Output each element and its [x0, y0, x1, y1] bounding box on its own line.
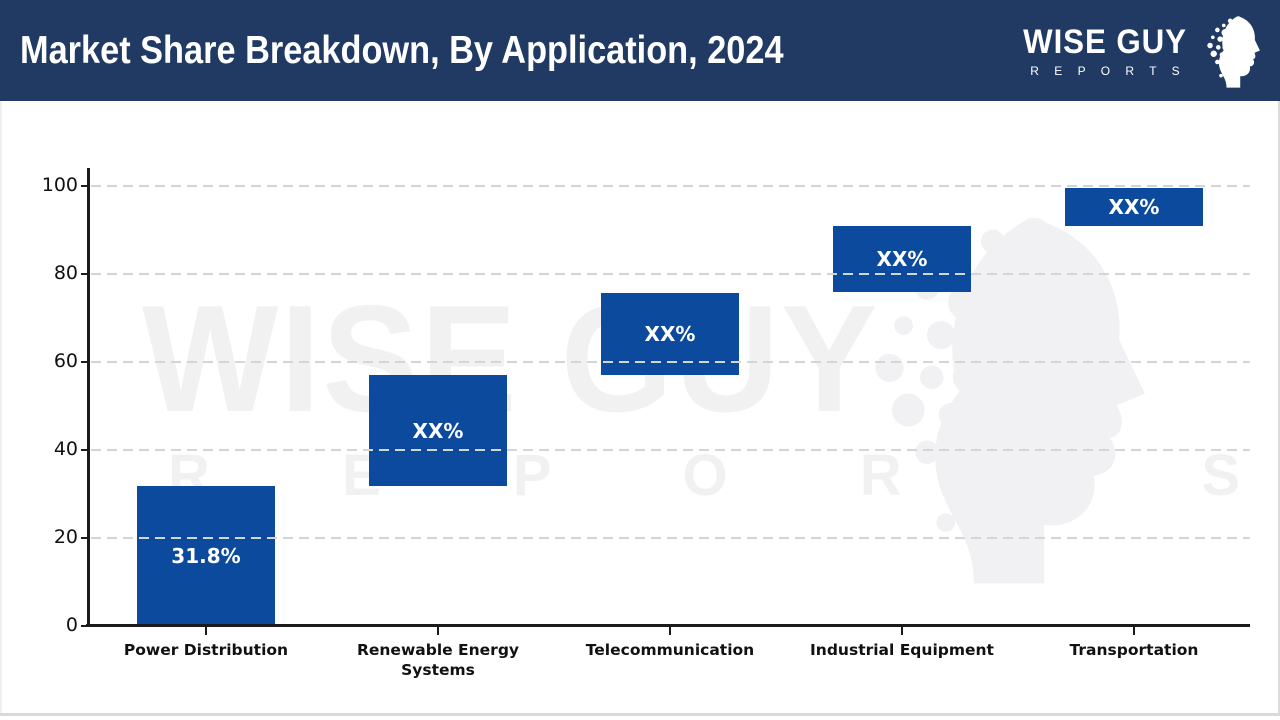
x-tick-transportation: [1133, 627, 1135, 635]
bar-value-label-transportation: XX%: [1108, 194, 1160, 219]
bar-value-label-renewable-energy-systems: XX%: [412, 418, 464, 443]
y-tick-40: [81, 449, 90, 451]
brand-wordmark: WISE GUY R E P O R T S: [1016, 23, 1194, 78]
content-frame: [0, 101, 1280, 713]
y-tick-80: [81, 273, 90, 275]
bar-value-label-power-distribution: 31.8%: [171, 544, 241, 569]
y-tick-label-60: 60: [53, 350, 78, 372]
bottom-divider: [0, 713, 1280, 716]
x-category-label-industrial-equipment: Industrial Equipment: [810, 641, 994, 659]
x-tick-renewable-energy-systems: [437, 627, 439, 635]
y-tick-label-80: 80: [53, 262, 78, 284]
y-tick-label-0: 0: [65, 614, 78, 636]
brand-subtitle: R E P O R T S: [1030, 64, 1186, 78]
brand-face-icon: [1207, 15, 1260, 88]
bar-value-label-telecommunication: XX%: [644, 322, 696, 347]
y-tick-label-40: 40: [53, 438, 78, 460]
x-tick-telecommunication: [669, 627, 671, 635]
gridline-100: [91, 185, 1250, 187]
x-category-label-power-distribution: Power Distribution: [123, 641, 289, 659]
x-axis-line: [86, 624, 1250, 627]
gridline-80: [91, 273, 1250, 275]
y-tick-label-20: 20: [53, 526, 78, 548]
x-tick-industrial-equipment: [901, 627, 903, 635]
gridline-20: [91, 537, 1250, 539]
y-tick-100: [81, 185, 90, 187]
page-title: Market Share Breakdown, By Application, …: [20, 28, 784, 72]
x-tick-power-distribution: [205, 627, 207, 635]
y-tick-20: [81, 537, 90, 539]
gridline-40: [91, 449, 1250, 451]
y-tick-label-100: 100: [41, 174, 78, 196]
gridline-60: [91, 361, 1250, 363]
bar-value-label-industrial-equipment: XX%: [876, 247, 928, 272]
bar-transportation: XX%: [1065, 187, 1203, 226]
header-bar: Market Share Breakdown, By Application, …: [0, 0, 1280, 101]
x-category-label-renewable-energy-systems: Renewable Energy Systems: [356, 641, 520, 680]
y-axis-line: [87, 168, 90, 627]
y-tick-60: [81, 361, 90, 363]
brand-logo: WISE GUY R E P O R T S: [1016, 13, 1264, 89]
x-category-label-transportation: Transportation: [1069, 641, 1199, 659]
y-tick-0: [81, 625, 90, 627]
bar-industrial-equipment: XX%: [833, 226, 971, 293]
bar-power-distribution: 31.8%: [137, 486, 275, 626]
x-category-label-telecommunication: Telecommunication: [585, 641, 755, 659]
bar-renewable-energy-systems: XX%: [369, 375, 507, 487]
brand-name: WISE GUY: [1023, 23, 1187, 61]
